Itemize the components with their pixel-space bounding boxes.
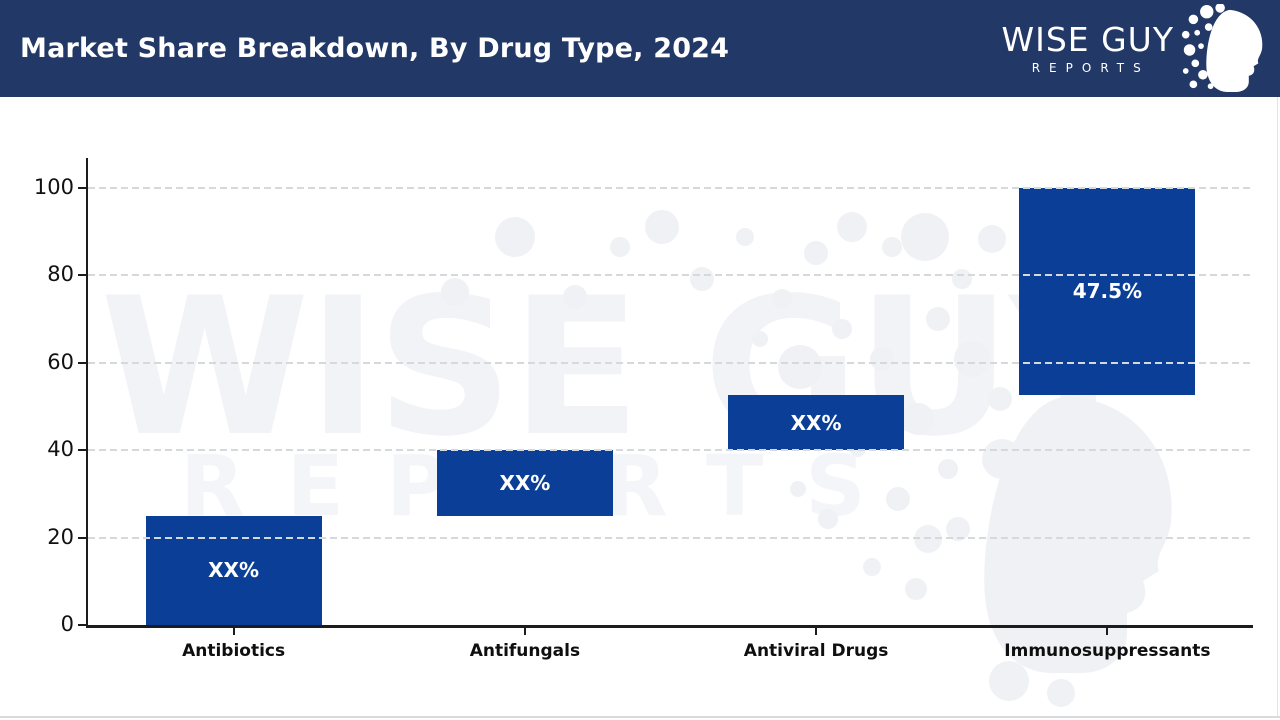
y-tick-label: 0 (60, 612, 74, 636)
y-tick-label: 60 (47, 349, 74, 374)
x-tick-label: Antiviral Drugs (743, 641, 889, 661)
logo-face-icon (1181, 3, 1263, 92)
bar-value-label: 47.5% (1072, 279, 1143, 304)
bottom-border-line (0, 716, 1280, 718)
x-tickmark (523, 627, 526, 635)
x-tick-label: Antibiotics (182, 641, 286, 661)
x-tick-label: Immunosuppressants (1004, 641, 1211, 661)
y-tickmark (78, 449, 86, 451)
brand-logo-text: WISE GUY REPORTS (1001, 23, 1174, 74)
chart-area: WISE GUY REPORTS XX%AntibioticsXX%Antifu… (0, 97, 1280, 720)
gridline (88, 186, 1253, 189)
y-tickmark (78, 536, 86, 539)
brand-logo-line1: WISE GUY (1001, 20, 1174, 59)
gridline (88, 536, 1253, 539)
y-tick-label: 40 (47, 437, 74, 461)
header: Market Share Breakdown, By Drug Type, 20… (0, 0, 1280, 97)
brand-logo: WISE GUY REPORTS (1001, 3, 1280, 94)
y-tickmark (78, 624, 86, 626)
bar-value-label: XX% (790, 410, 842, 435)
x-tickmark (815, 627, 818, 635)
y-tickmark (78, 186, 86, 189)
y-tickmark (78, 274, 86, 276)
gridline (88, 449, 1253, 451)
x-axis-line (86, 625, 1253, 628)
gridline (88, 274, 1253, 276)
gridline (88, 361, 1253, 364)
brand-logo-line2: REPORTS (1031, 61, 1150, 75)
plot-region: XX% Antibiotics XX% Antifungals XX% Antiviral… (0, 97, 1280, 720)
bar-value-label: XX% (499, 470, 551, 495)
y-tick-label: 100 (33, 174, 74, 199)
y-tick-label: 20 (47, 524, 74, 549)
bar: XX% (145, 515, 322, 625)
bar-value-label: XX% (208, 558, 260, 583)
bar: XX% (436, 450, 613, 516)
x-tickmark (1106, 627, 1109, 635)
bar: 47.5% (1019, 187, 1196, 396)
x-tick-label: Antifungals (469, 641, 581, 661)
bar: XX% (728, 395, 905, 450)
right-border-line (1277, 97, 1278, 716)
y-tickmark (78, 361, 86, 364)
y-tick-label: 80 (47, 262, 74, 286)
y-axis-line (86, 158, 88, 627)
page-title: Market Share Breakdown, By Drug Type, 20… (20, 33, 730, 64)
x-tickmark (232, 627, 235, 635)
